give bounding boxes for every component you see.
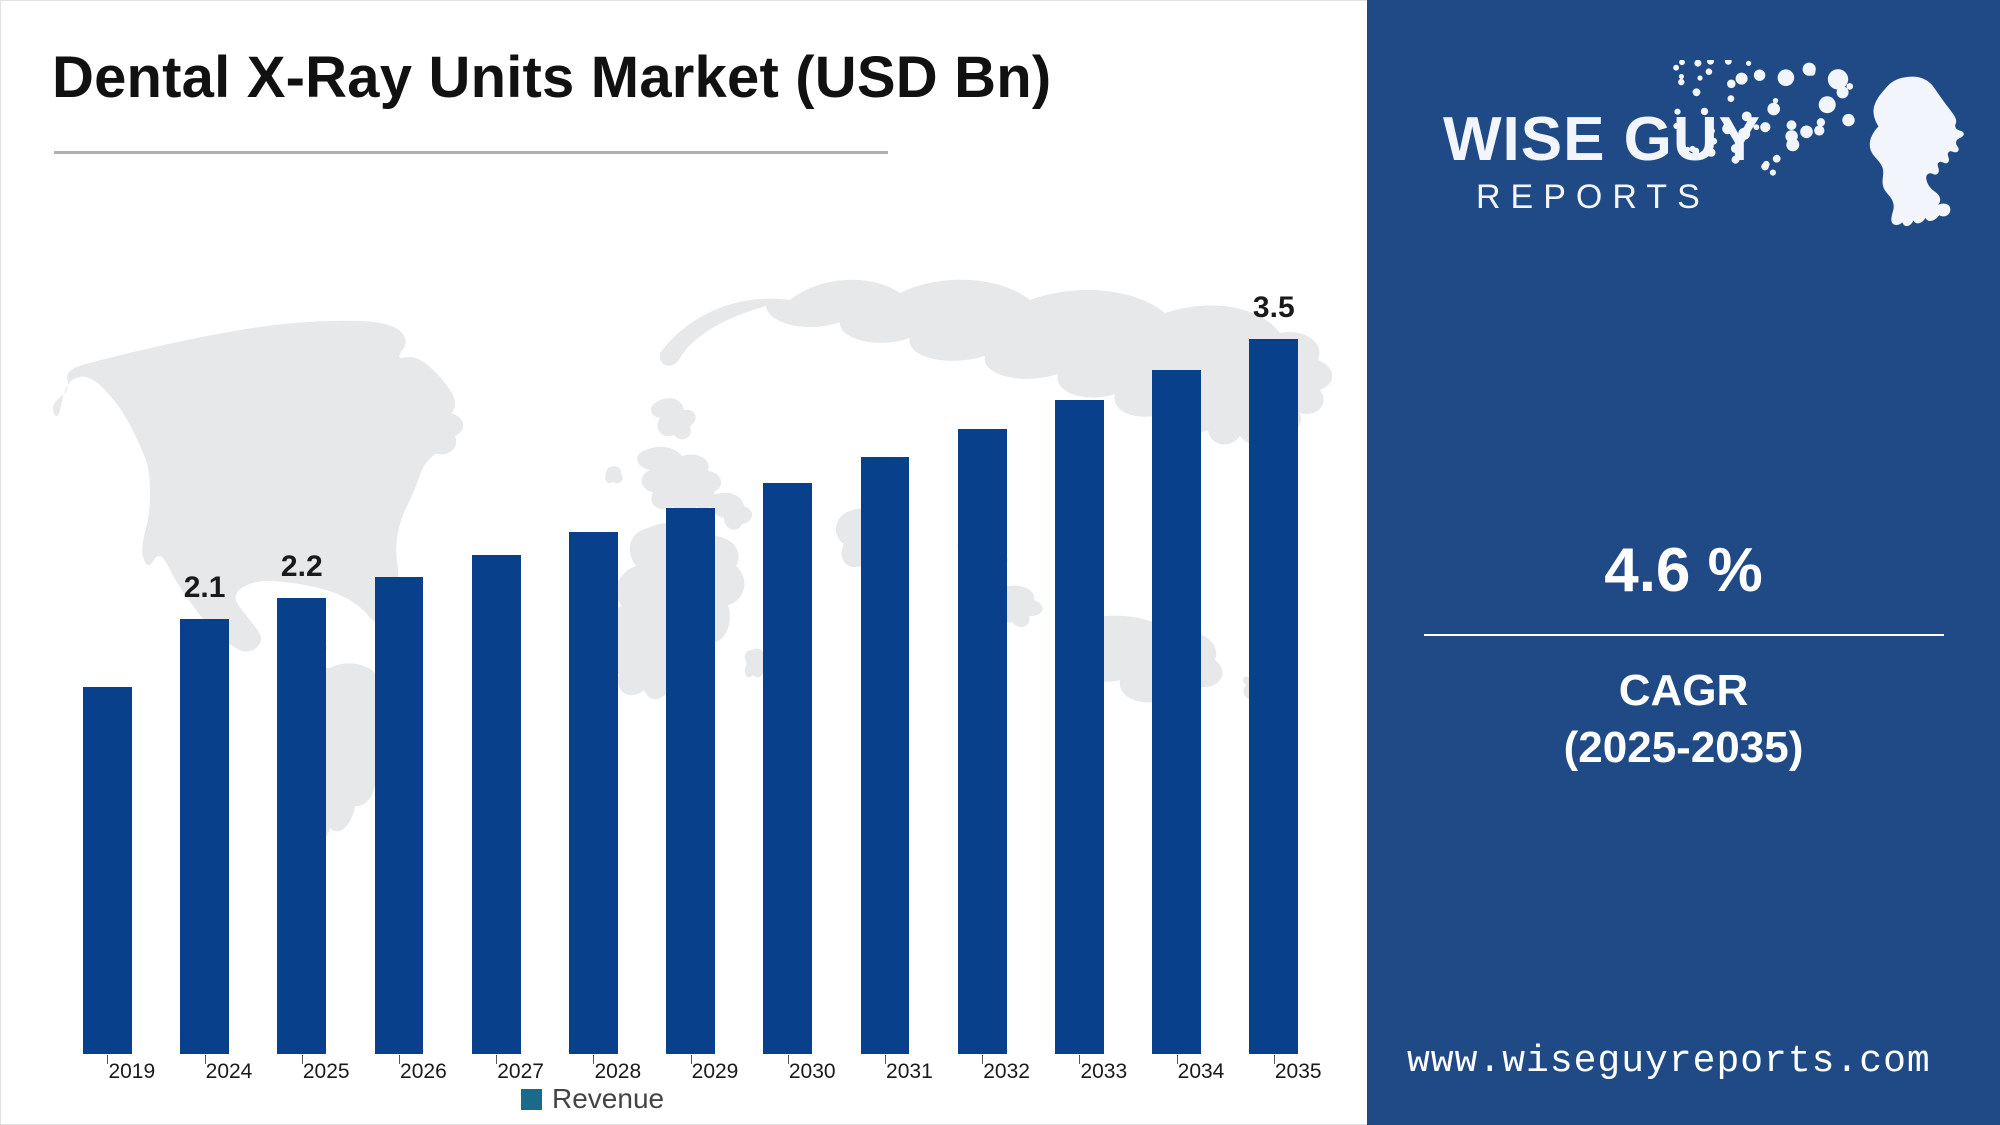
svg-text:REPORTS: REPORTS [1476,178,1710,216]
